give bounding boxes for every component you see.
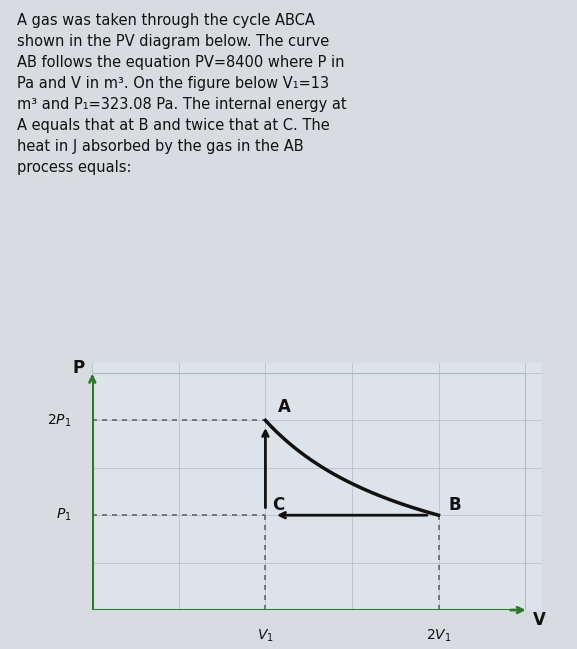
Text: $2P_1$: $2P_1$ xyxy=(47,412,72,428)
Text: A gas was taken through the cycle ABCA
shown in the PV diagram below. The curve
: A gas was taken through the cycle ABCA s… xyxy=(17,13,347,175)
Text: C: C xyxy=(272,496,284,513)
Text: $2V_1$: $2V_1$ xyxy=(426,627,451,644)
Text: A: A xyxy=(278,398,290,416)
Text: $V_1$: $V_1$ xyxy=(257,627,274,644)
Text: P: P xyxy=(72,359,85,377)
Text: B: B xyxy=(449,496,462,513)
Text: V: V xyxy=(533,611,545,628)
Text: $P_1$: $P_1$ xyxy=(56,507,72,523)
